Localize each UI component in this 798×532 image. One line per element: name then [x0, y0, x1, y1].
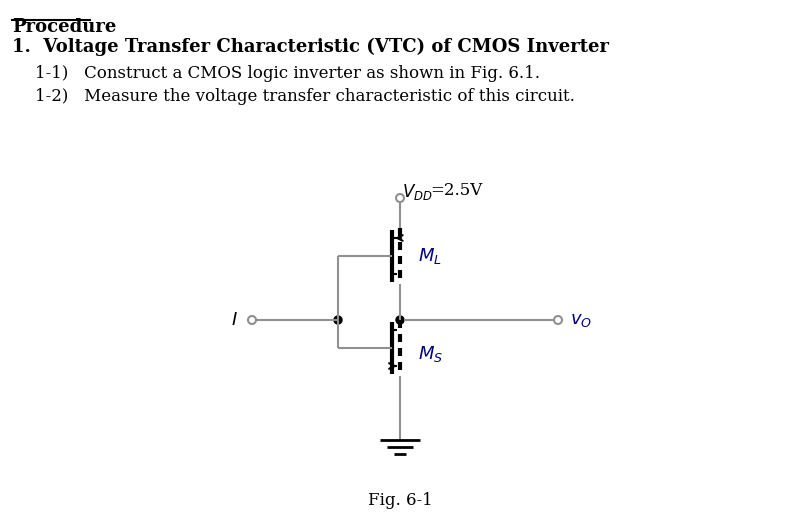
Text: $v_O$: $v_O$: [570, 311, 592, 329]
Text: $M_S$: $M_S$: [418, 344, 443, 364]
Circle shape: [396, 316, 404, 324]
Circle shape: [334, 316, 342, 324]
Text: =2.5V: =2.5V: [430, 182, 482, 199]
Text: $V_{DD}$: $V_{DD}$: [402, 182, 433, 202]
Text: $M_L$: $M_L$: [418, 246, 442, 266]
Text: 1-1)   Construct a CMOS logic inverter as shown in Fig. 6.1.: 1-1) Construct a CMOS logic inverter as …: [35, 65, 540, 82]
Text: 1.  Voltage Transfer Characteristic (VTC) of CMOS Inverter: 1. Voltage Transfer Characteristic (VTC)…: [12, 38, 609, 56]
Text: Fig. 6-1: Fig. 6-1: [368, 492, 433, 509]
Text: $I$: $I$: [231, 311, 238, 329]
Text: 1-2)   Measure the voltage transfer characteristic of this circuit.: 1-2) Measure the voltage transfer charac…: [35, 88, 575, 105]
Text: Procedure: Procedure: [12, 18, 117, 36]
